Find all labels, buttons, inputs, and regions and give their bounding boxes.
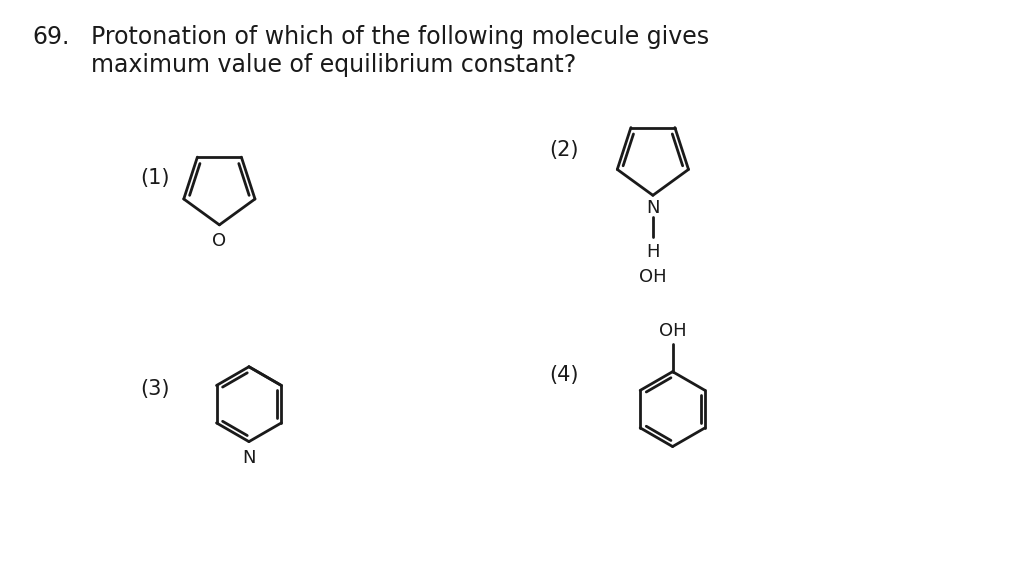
Text: O: O (212, 231, 226, 250)
Text: OH: OH (639, 268, 667, 286)
Text: (2): (2) (550, 140, 579, 160)
Text: (1): (1) (140, 168, 170, 187)
Text: H: H (646, 243, 659, 260)
Text: 69.: 69. (32, 25, 70, 49)
Text: (3): (3) (140, 379, 170, 400)
Text: N: N (243, 448, 256, 466)
Text: N: N (646, 199, 659, 217)
Text: Protonation of which of the following molecule gives
maximum value of equilibriu: Protonation of which of the following mo… (91, 25, 710, 76)
Text: (4): (4) (550, 365, 579, 385)
Text: OH: OH (658, 322, 686, 340)
